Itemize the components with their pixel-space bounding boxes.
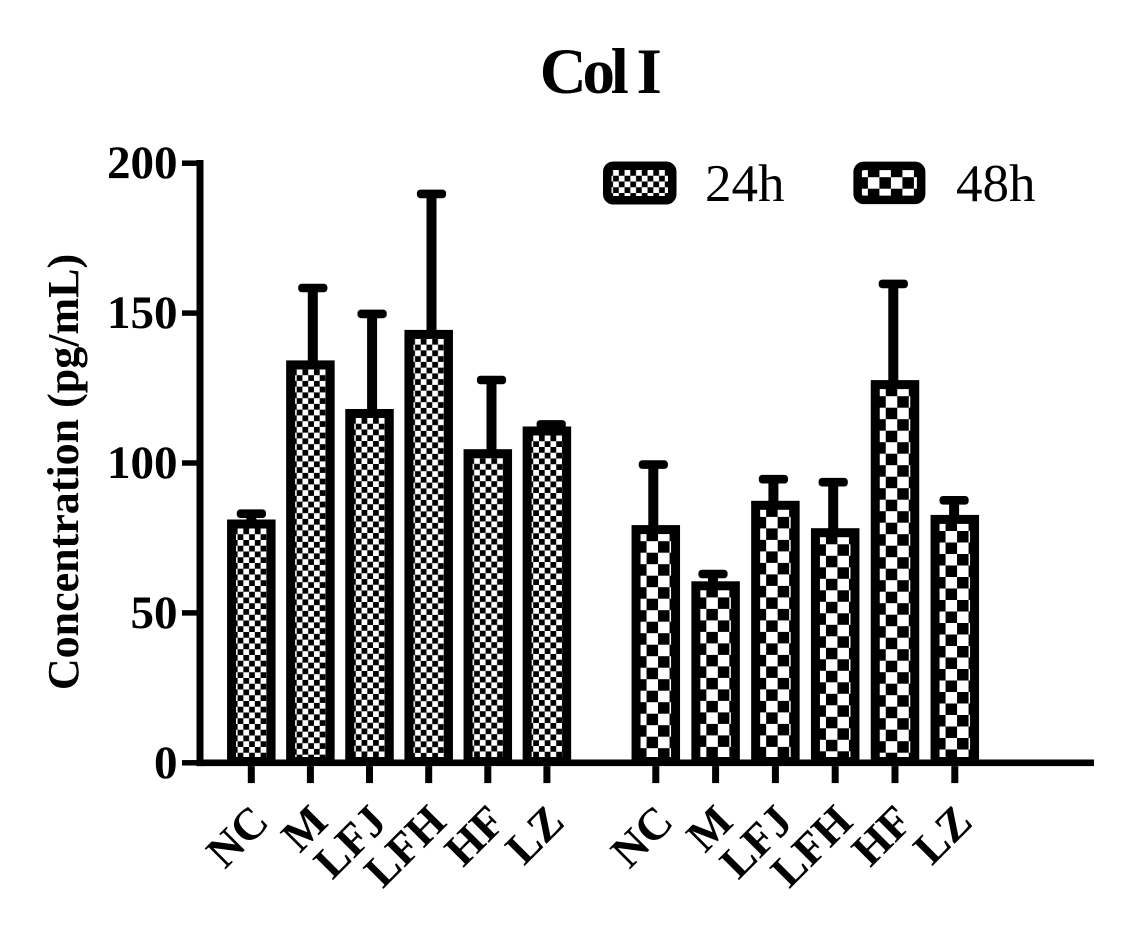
svg-text:Concentration (pg/mL): Concentration (pg/mL) (39, 254, 88, 690)
svg-text:100: 100 (107, 437, 178, 489)
svg-text:150: 150 (107, 287, 178, 339)
svg-text:50: 50 (131, 587, 178, 639)
svg-text:200: 200 (107, 137, 178, 189)
svg-text:24h: 24h (705, 155, 785, 213)
svg-text:48h: 48h (956, 155, 1036, 213)
svg-text:0: 0 (154, 737, 178, 789)
svg-text:Col I: Col I (540, 36, 662, 108)
